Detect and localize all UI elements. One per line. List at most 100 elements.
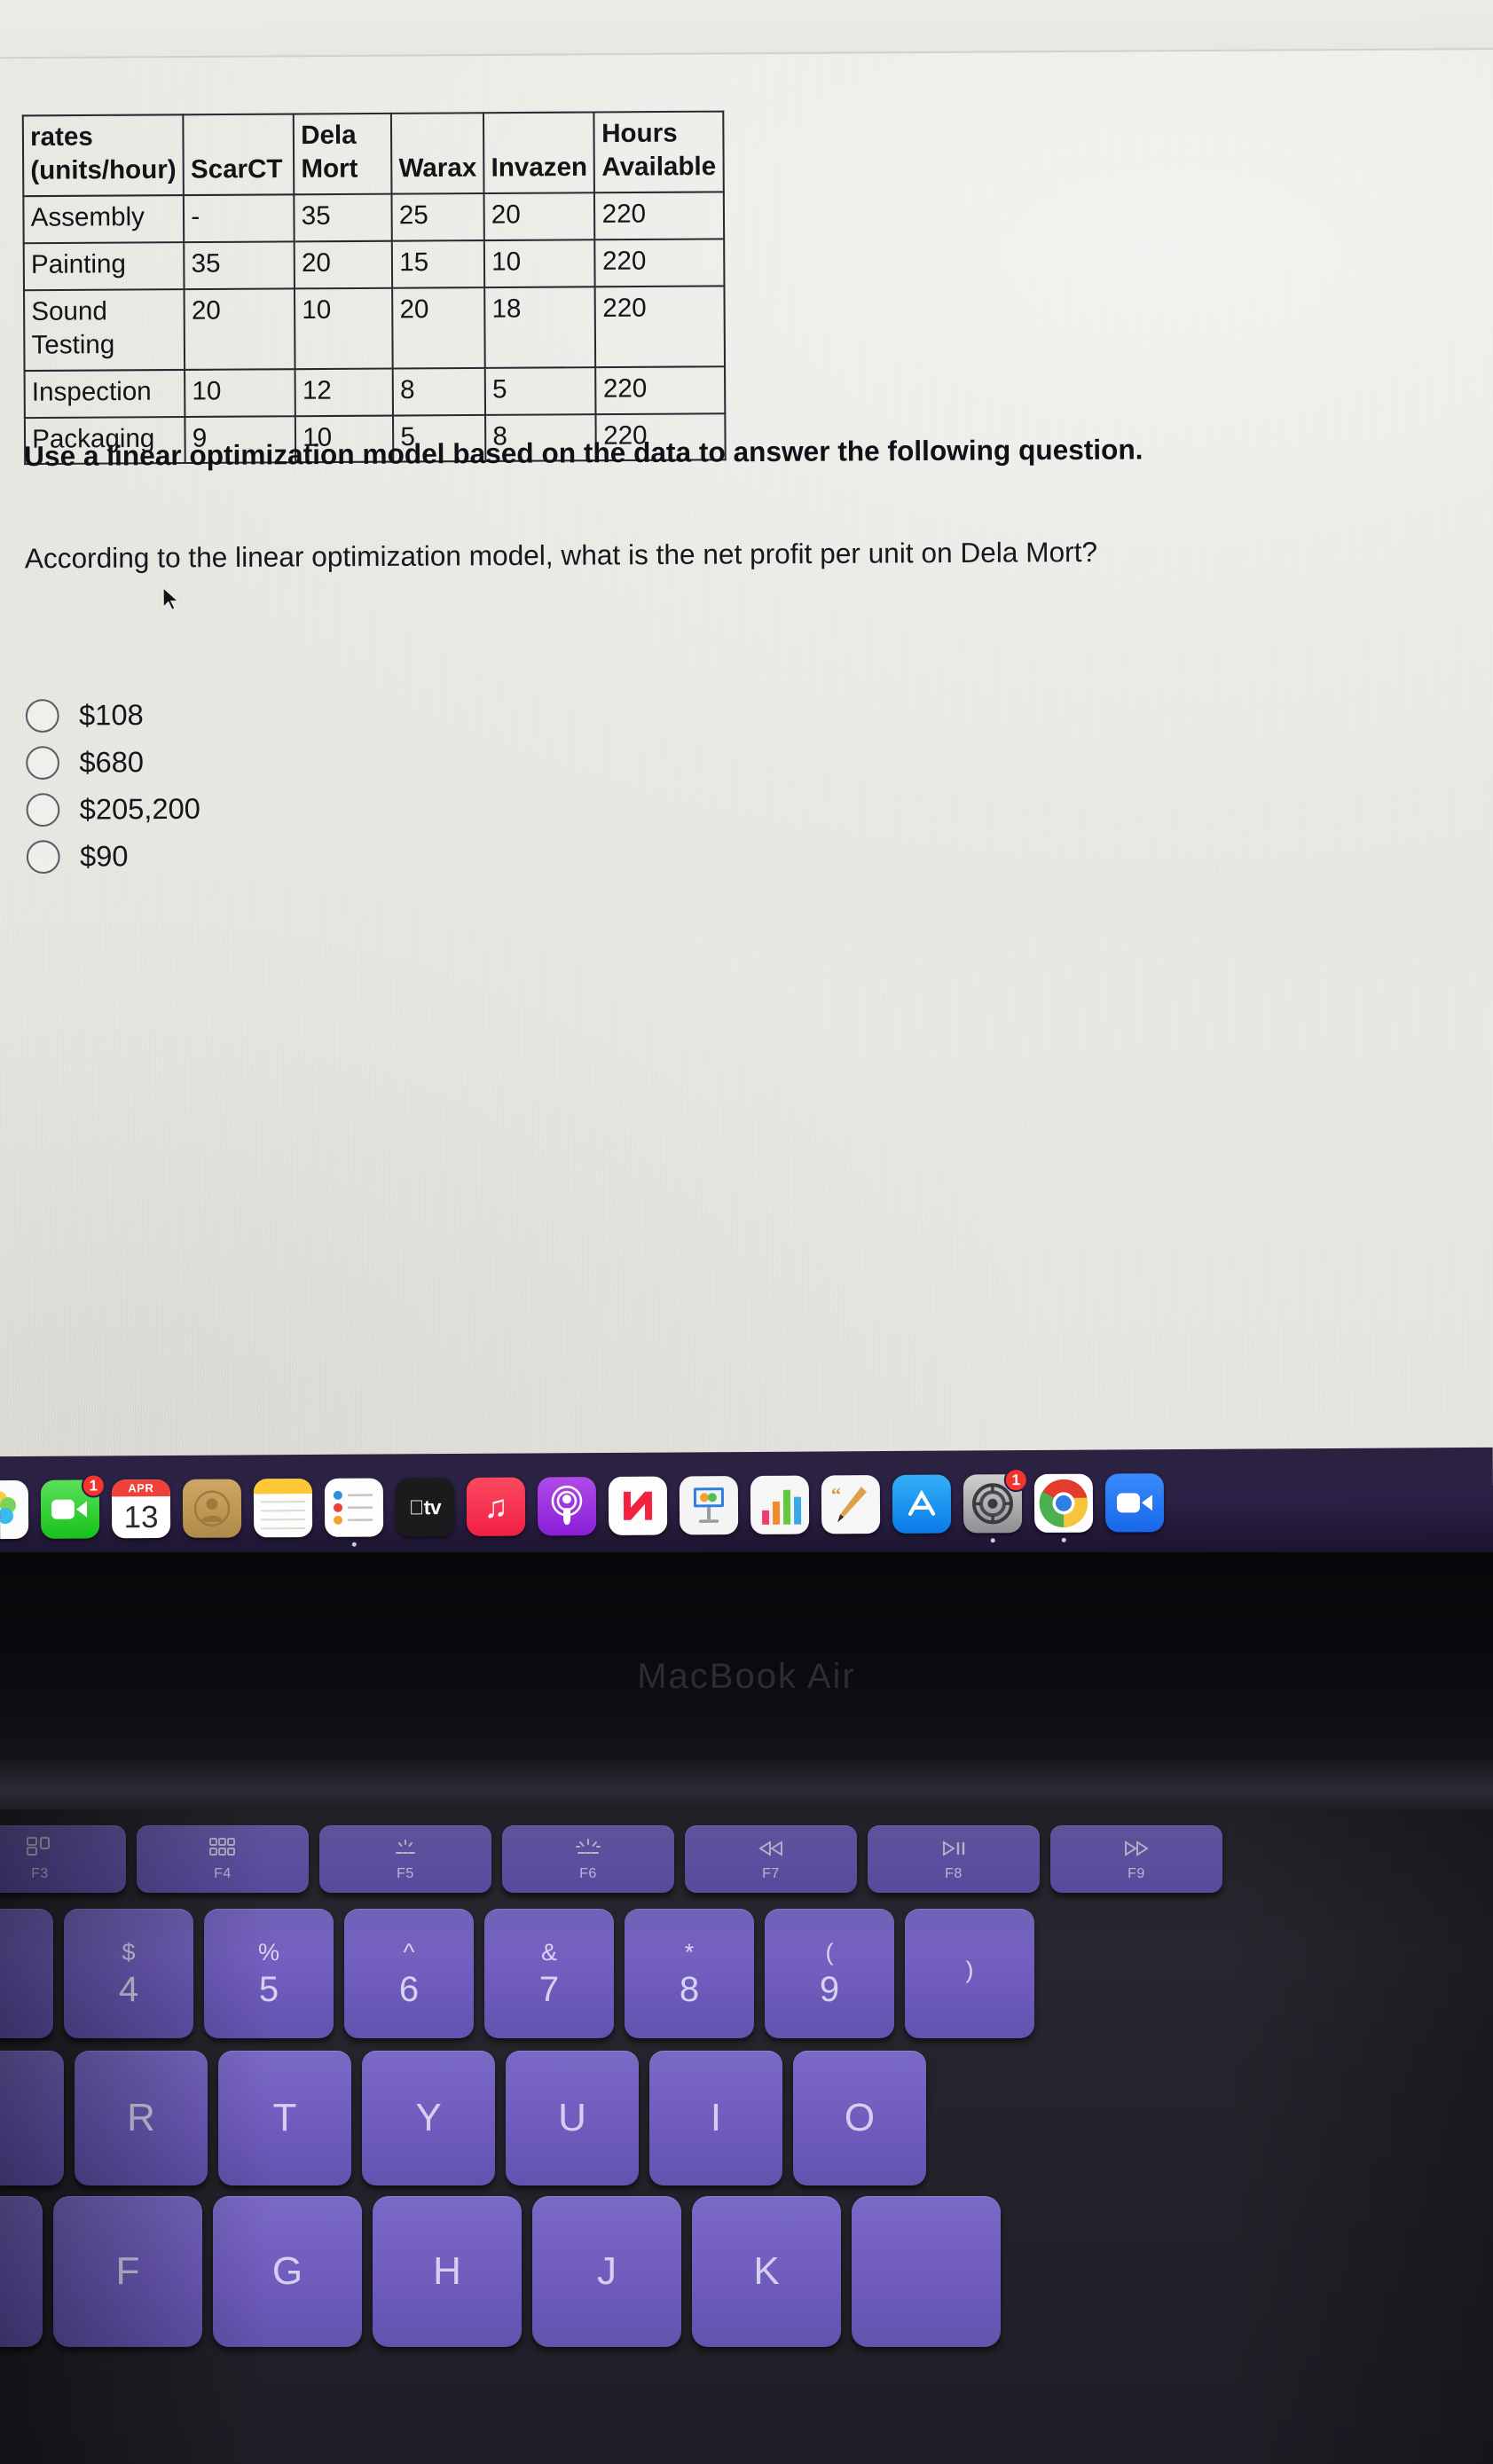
- dock-item-zoom[interactable]: [1104, 1473, 1165, 1533]
- zoom-icon[interactable]: [1104, 1473, 1165, 1533]
- answer-option-1[interactable]: $108: [25, 691, 200, 739]
- dock-item-pages[interactable]: “: [821, 1475, 881, 1534]
- macbook-air-label: MacBook Air: [637, 1657, 856, 1696]
- key-5[interactable]: % 5: [204, 1909, 334, 2038]
- dock-item-reminders[interactable]: [324, 1478, 384, 1547]
- dock-item-calendar[interactable]: APR 13: [111, 1479, 171, 1539]
- answer-option-2[interactable]: $680: [26, 738, 200, 786]
- dock-item-news[interactable]: [608, 1476, 668, 1535]
- dock-item-contacts[interactable]: [182, 1479, 242, 1538]
- key-o[interactable]: O: [793, 2051, 926, 2185]
- contacts-icon[interactable]: [182, 1479, 242, 1538]
- dock-item-chrome[interactable]: [1033, 1473, 1094, 1542]
- key-r[interactable]: R: [75, 2051, 208, 2185]
- dock-item-facetime[interactable]: 1: [40, 1473, 106, 1539]
- pages-icon[interactable]: “: [821, 1475, 881, 1534]
- launchpad-icon: [209, 1837, 236, 1860]
- bar-chart-icon: [762, 1489, 802, 1525]
- answer-option-3[interactable]: $205,200: [26, 785, 200, 833]
- key-k[interactable]: K: [692, 2196, 841, 2347]
- news-icon[interactable]: [608, 1476, 668, 1535]
- key-h[interactable]: H: [373, 2196, 522, 2347]
- key-base-label: 8: [679, 1969, 700, 2009]
- person-silhouette-icon: [193, 1490, 231, 1526]
- table-row: Sound Testing 20 10 20 18 220: [23, 286, 725, 372]
- key-f4[interactable]: F4: [137, 1825, 309, 1893]
- dock-item-notes[interactable]: [253, 1478, 313, 1538]
- cell-scarct: 20: [184, 287, 295, 370]
- dock-item-settings[interactable]: 1: [963, 1468, 1028, 1543]
- settings-badge: 1: [1003, 1468, 1028, 1493]
- podcast-waves-icon: [551, 1485, 583, 1526]
- dock-item-numbers[interactable]: [750, 1475, 810, 1534]
- reminders-icon[interactable]: [324, 1478, 384, 1537]
- calendar-month-label: APR: [111, 1479, 170, 1497]
- numbers-icon[interactable]: [750, 1475, 810, 1534]
- table-header-row: rates (units/hour) ScarCT Dela Mort Wara…: [22, 111, 724, 197]
- radio-button-icon[interactable]: [26, 839, 60, 874]
- radio-button-icon[interactable]: [26, 745, 60, 780]
- dock-item-appstore[interactable]: [892, 1474, 952, 1534]
- app-store-icon[interactable]: [892, 1474, 952, 1534]
- dock-item-music[interactable]: ♫: [466, 1477, 526, 1536]
- key-f8[interactable]: F8: [868, 1825, 1040, 1893]
- answer-option-4[interactable]: $90: [26, 832, 201, 880]
- radio-button-icon[interactable]: [26, 792, 60, 827]
- key-number-partial-right[interactable]: ): [905, 1909, 1034, 2038]
- key-6[interactable]: ^ 6: [344, 1909, 474, 2038]
- dock-item-tv[interactable]: tv: [395, 1478, 455, 1537]
- header-hours-available: Hours Available: [593, 111, 724, 193]
- fast-forward-icon: [1122, 1837, 1151, 1860]
- key-shift-label: ): [965, 1956, 974, 1983]
- music-icon[interactable]: ♫: [466, 1477, 526, 1536]
- key-letter-partial-left[interactable]: [0, 2051, 64, 2185]
- radio-button-icon[interactable]: [25, 698, 59, 733]
- key-t[interactable]: T: [218, 2051, 351, 2185]
- key-base-label: 4: [118, 1969, 139, 2009]
- calendar-icon[interactable]: APR 13: [111, 1479, 171, 1539]
- key-f[interactable]: F: [53, 2196, 202, 2347]
- podcasts-icon[interactable]: [537, 1477, 597, 1536]
- facetime-badge: 1: [81, 1473, 106, 1498]
- cell-hours: 220: [594, 192, 724, 240]
- key-letter-partial-right-2[interactable]: [852, 2196, 1001, 2347]
- key-number-partial-left[interactable]: [0, 1909, 53, 2038]
- key-8[interactable]: * 8: [625, 1909, 754, 2038]
- key-base-label: 5: [258, 1969, 279, 2009]
- cell-scarct: -: [183, 194, 295, 243]
- page-top-bar: [0, 0, 1493, 59]
- keyboard-brightness-up-icon: [574, 1837, 602, 1860]
- key-y[interactable]: Y: [362, 2051, 495, 2185]
- photos-icon[interactable]: [0, 1479, 29, 1540]
- dock-item-podcasts[interactable]: [537, 1477, 597, 1536]
- key-7[interactable]: & 7: [484, 1909, 614, 2038]
- facetime-icon[interactable]: [40, 1479, 100, 1539]
- key-f6[interactable]: F6: [502, 1825, 674, 1893]
- key-9[interactable]: ( 9: [765, 1909, 894, 2038]
- gear-icon[interactable]: [963, 1474, 1023, 1534]
- table-row: Inspection 10 12 8 5 220: [24, 366, 726, 418]
- keyboard-letter-row-1: R T Y U I O: [0, 2051, 926, 2185]
- instruction-text: Use a linear optimization model based on…: [24, 433, 1143, 473]
- key-u[interactable]: U: [506, 2051, 639, 2185]
- key-f5[interactable]: F5: [319, 1825, 491, 1893]
- key-f3[interactable]: F3: [0, 1825, 126, 1893]
- key-g[interactable]: G: [213, 2196, 362, 2347]
- table-row: Painting 35 20 15 10 220: [23, 239, 725, 290]
- key-i[interactable]: I: [649, 2051, 782, 2185]
- dock-item-keynote[interactable]: [679, 1476, 739, 1535]
- key-letter-partial-left-2[interactable]: [0, 2196, 43, 2347]
- key-j[interactable]: J: [532, 2196, 681, 2347]
- apple-tv-icon[interactable]: tv: [395, 1478, 455, 1537]
- key-f9[interactable]: F9: [1050, 1825, 1222, 1893]
- key-label: F3: [31, 1865, 49, 1881]
- notes-icon[interactable]: [253, 1478, 313, 1538]
- dock-item-photos[interactable]: [0, 1479, 29, 1540]
- keynote-icon[interactable]: [679, 1476, 739, 1535]
- key-4[interactable]: $ 4: [64, 1909, 193, 2038]
- apple-tv-wordmark: tv: [409, 1495, 441, 1518]
- key-f7[interactable]: F7: [685, 1825, 857, 1893]
- cell-invazen: 18: [484, 286, 596, 368]
- key-letter-label: R: [127, 2096, 155, 2139]
- chrome-icon[interactable]: [1033, 1473, 1094, 1534]
